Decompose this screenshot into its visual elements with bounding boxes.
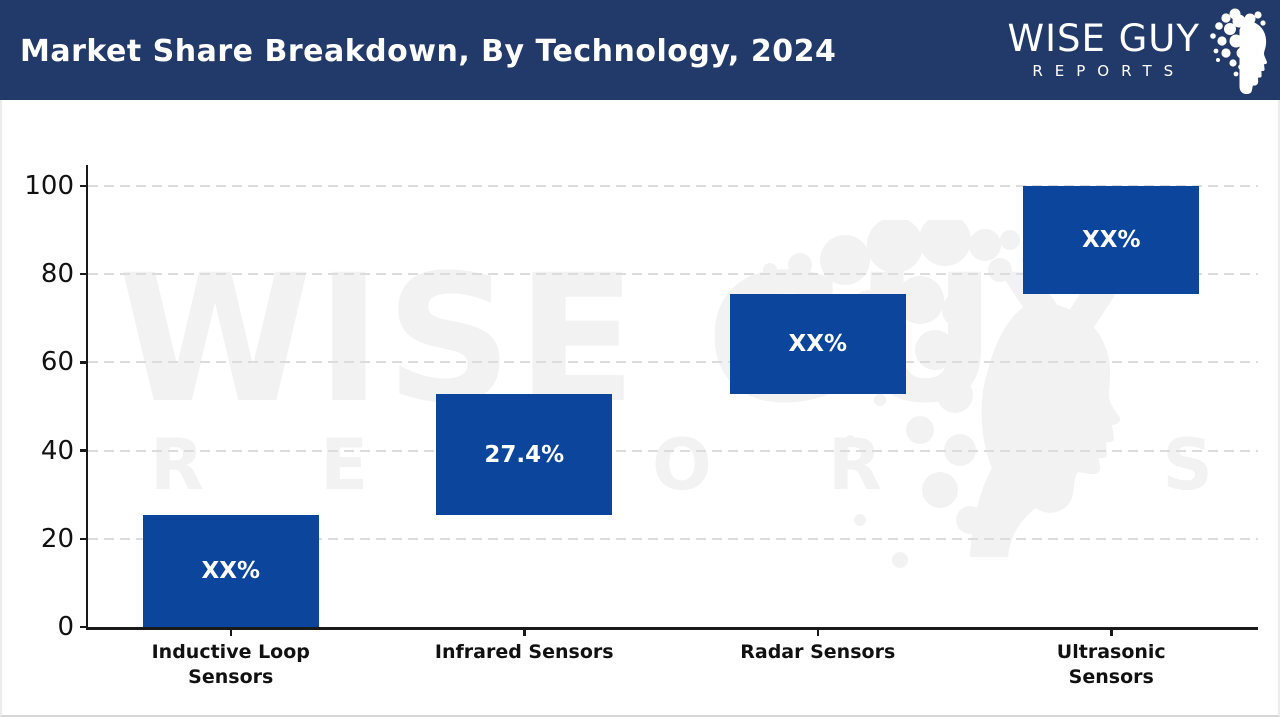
y-tick-label-0: 0 — [57, 612, 74, 642]
y-tick-60 — [80, 361, 88, 364]
bar-value-label: 27.4% — [484, 441, 565, 468]
x-tick-3 — [816, 628, 819, 636]
watermark-head-icon — [755, 220, 1121, 568]
x-tick-2 — [523, 628, 526, 636]
y-axis-spine — [85, 165, 88, 630]
y-tick-100 — [80, 184, 88, 188]
x-category-label-2: Infrared Sensors — [434, 641, 614, 663]
gridline-20 — [88, 537, 1258, 540]
bar-value-label: XX% — [201, 557, 260, 584]
gridline-80 — [88, 273, 1258, 276]
y-tick-label-60: 60 — [40, 347, 74, 378]
y-tick-0 — [80, 625, 88, 629]
bar-2: 27.4% — [436, 394, 613, 515]
bar-4: XX% — [1023, 186, 1200, 294]
x-axis-spine — [85, 627, 1258, 630]
gridline-40 — [88, 449, 1258, 452]
brand-name: WISE GUY — [1007, 17, 1200, 60]
y-tick-40 — [80, 449, 88, 452]
x-tick-4 — [1110, 628, 1113, 636]
x-category-label-3: Radar Sensors — [740, 641, 896, 663]
bar-3: XX% — [729, 293, 906, 395]
y-tick-label-20: 20 — [40, 523, 74, 554]
bar-1: XX% — [142, 514, 319, 627]
y-tick-20 — [80, 537, 88, 541]
brand-subname: REPORTS — [1032, 61, 1186, 80]
y-tick-label-40: 40 — [40, 435, 74, 466]
gridline-100 — [88, 185, 1258, 187]
brand-logo-text: WISE GUY REPORTS — [1007, 17, 1200, 80]
brand-head-icon — [1210, 8, 1268, 94]
y-tick-label-100: 100 — [24, 171, 74, 201]
x-category-label-1: Inductive Loop Sensors — [151, 641, 310, 688]
brand-logo: WISE GUY REPORTS — [1008, 4, 1268, 96]
header-bar: Market Share Breakdown, By Technology, 2… — [0, 0, 1280, 100]
gridline-60 — [88, 361, 1258, 364]
y-tick-80 — [80, 272, 88, 276]
bar-value-label: XX% — [788, 330, 847, 357]
chart-title: Market Share Breakdown, By Technology, 2… — [20, 34, 837, 69]
bar-value-label: XX% — [1081, 226, 1141, 253]
x-category-label-4: Ultrasonic Sensors — [1056, 641, 1166, 688]
x-tick-1 — [229, 628, 232, 636]
y-tick-label-80: 80 — [40, 259, 74, 290]
